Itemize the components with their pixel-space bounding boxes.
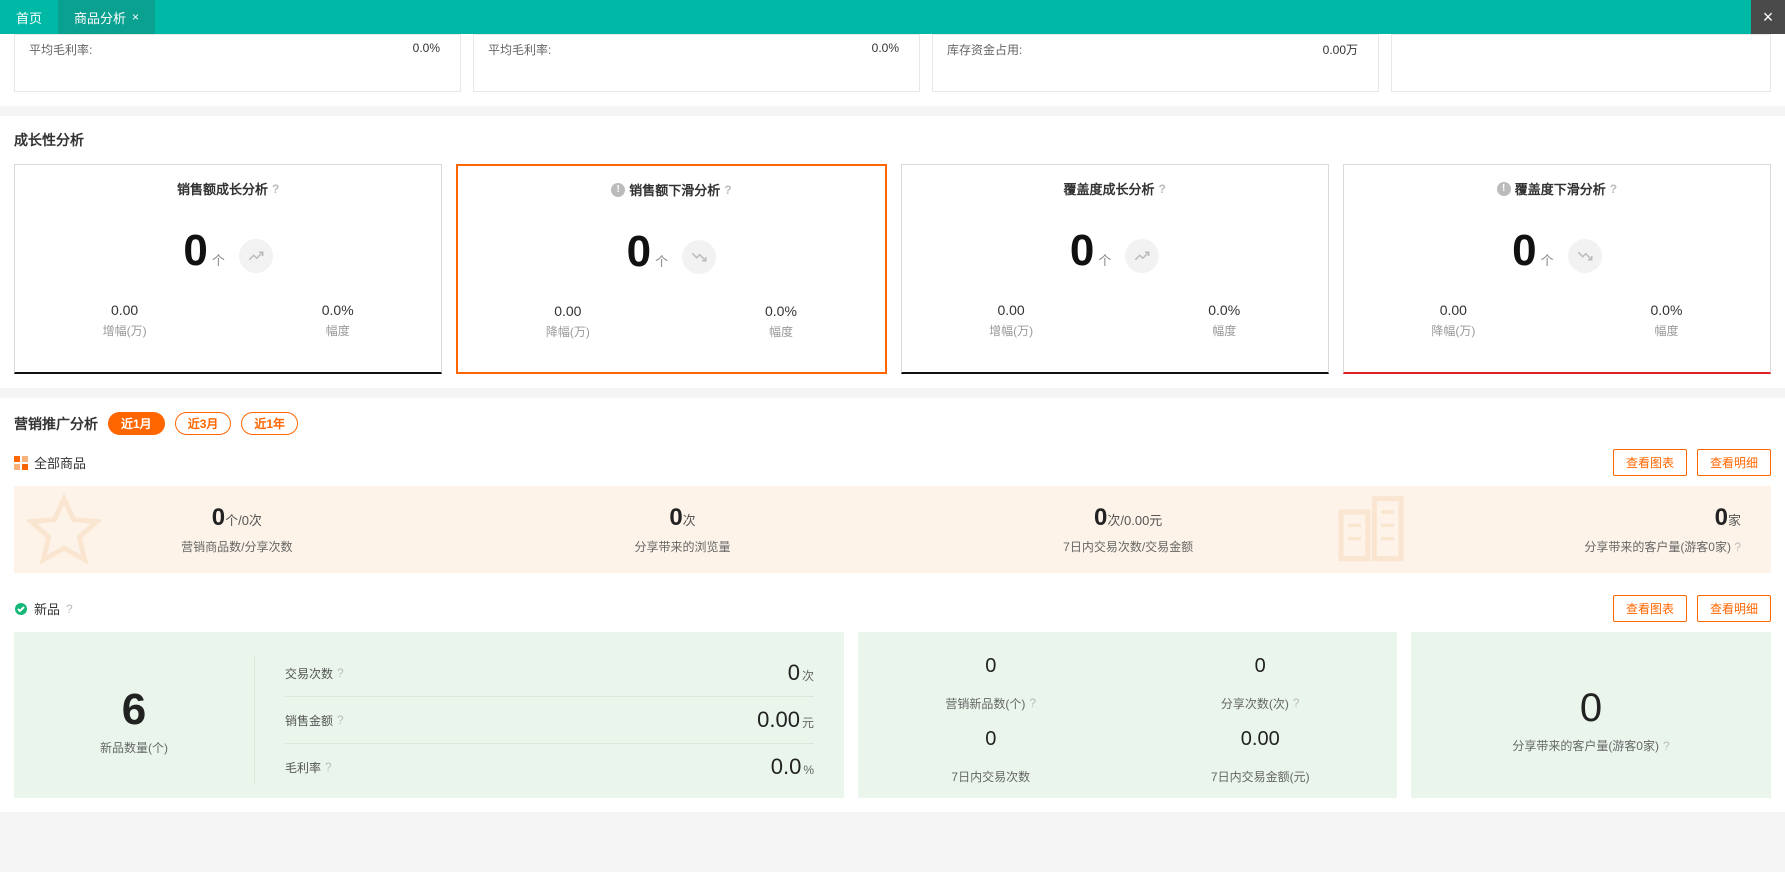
metric-label: 平均毛利率:: [488, 41, 551, 58]
new-panel-2: 0 营销新品数(个)? 0 7日内交易次数 0 分享次数(次)? 0.00 7日…: [858, 632, 1397, 798]
metric-label: 库存资金占用:: [947, 41, 1022, 58]
strip-cell: 0次 分享带来的浏览量: [460, 504, 906, 555]
all-products-label: 全部商品: [34, 453, 86, 472]
card-unit: 个: [1541, 250, 1554, 269]
all-products-header: 全部商品 查看图表 查看明细: [14, 449, 1771, 476]
period-chip-1y[interactable]: 近1年: [241, 412, 298, 435]
help-icon[interactable]: ?: [337, 666, 344, 680]
metric-value: 0.00万: [1323, 41, 1358, 58]
strip-cell: 0次/0.00元 7日内交易次数/交易金额: [905, 504, 1351, 555]
trend-up-icon: [239, 239, 273, 273]
share-customer-value: 0: [1580, 686, 1602, 731]
star-bg-icon: [24, 492, 104, 572]
top-card: 库存资金占用: 0.00万: [932, 34, 1379, 92]
all-products-strip: 0个/0次 营销商品数/分享次数 0次 分享带来的浏览量 0次/0.00元 7日…: [14, 486, 1771, 573]
new-products-label: 新品: [34, 599, 60, 618]
card-title: 覆盖度成长分析: [1063, 179, 1154, 198]
kv-row: 交易次数? 0次: [285, 650, 814, 697]
help-icon[interactable]: ?: [1734, 540, 1741, 554]
view-detail-button[interactable]: 查看明细: [1697, 595, 1771, 622]
share-customer-label: 分享带来的客户量(游客0家): [1512, 737, 1659, 754]
kv-row: 销售金额? 0.00元: [285, 697, 814, 744]
help-icon[interactable]: ?: [1158, 182, 1165, 196]
growth-section: 成长性分析 销售额成长分析? 0 个 0.00增幅(万) 0.0%幅度 ! 销售额…: [0, 116, 1785, 388]
help-icon[interactable]: ?: [325, 760, 332, 774]
warning-icon: !: [1497, 182, 1511, 196]
card-big-value: 0: [627, 227, 651, 277]
new-panel-3: 0 分享带来的客户量(游客0家)?: [1411, 632, 1771, 798]
new-icon: [14, 602, 28, 616]
view-detail-button[interactable]: 查看明细: [1697, 449, 1771, 476]
tab-product-analysis[interactable]: 商品分析×: [58, 0, 155, 34]
top-metric-row: 平均毛利率: 0.0% 平均毛利率: 0.0% 库存资金占用: 0.00万: [0, 34, 1785, 106]
view-chart-button[interactable]: 查看图表: [1613, 449, 1687, 476]
card-big-value: 0: [1070, 226, 1094, 276]
metric-value: 0.0%: [872, 41, 899, 55]
growth-card-coverage-up[interactable]: 覆盖度成长分析? 0 个 0.00增幅(万) 0.0%幅度: [901, 164, 1329, 374]
strip-cell: 0家 分享带来的客户量(游客0家) ?: [1351, 504, 1771, 555]
section-title: 营销推广分析 近1月 近3月 近1年: [14, 412, 1771, 435]
card-big-value: 0: [1512, 226, 1536, 276]
view-chart-button[interactable]: 查看图表: [1613, 595, 1687, 622]
growth-card-row: 销售额成长分析? 0 个 0.00增幅(万) 0.0%幅度 !销售额下滑分析? …: [14, 164, 1771, 374]
help-icon[interactable]: ?: [1293, 696, 1300, 710]
growth-card-coverage-down[interactable]: !覆盖度下滑分析? 0 个 0.00降幅(万) 0.0%幅度: [1343, 164, 1771, 374]
grid-icon: [14, 456, 28, 470]
section-title: 成长性分析: [14, 130, 1771, 150]
growth-card-sales-up[interactable]: 销售额成长分析? 0 个 0.00增幅(万) 0.0%幅度: [14, 164, 442, 374]
tab-bar: 首页 商品分析× ×: [0, 0, 1785, 34]
card-title: 销售额成长分析: [177, 179, 268, 198]
help-icon[interactable]: ?: [272, 182, 279, 196]
building-bg-icon: [1331, 492, 1411, 572]
card-unit: 个: [1098, 250, 1111, 269]
trend-down-icon: [682, 240, 716, 274]
help-icon[interactable]: ?: [66, 602, 73, 616]
card-unit: 个: [655, 251, 668, 270]
help-icon[interactable]: ?: [337, 713, 344, 727]
top-card: [1391, 34, 1771, 92]
warning-icon: !: [611, 183, 625, 197]
card-unit: 个: [212, 250, 225, 269]
new-products-header: 新品 ? 查看图表 查看明细: [14, 595, 1771, 622]
new-count-label: 新品数量(个): [100, 739, 168, 756]
top-card: 平均毛利率: 0.0%: [473, 34, 920, 92]
growth-card-sales-down[interactable]: !销售额下滑分析? 0 个 0.00降幅(万) 0.0%幅度: [456, 164, 886, 374]
metric-label: 平均毛利率:: [29, 41, 92, 58]
close-all-icon[interactable]: ×: [1751, 0, 1785, 34]
close-icon[interactable]: ×: [132, 10, 139, 24]
tab-home[interactable]: 首页: [0, 0, 58, 34]
card-title: 销售额下滑分析: [629, 180, 720, 199]
help-icon[interactable]: ?: [724, 183, 731, 197]
new-products-block: 6 新品数量(个) 交易次数? 0次 销售金额? 0.00元 毛利率? 0.0%: [14, 632, 1771, 798]
trend-down-icon: [1568, 239, 1602, 273]
help-icon[interactable]: ?: [1029, 696, 1036, 710]
card-big-value: 0: [183, 226, 207, 276]
kv-row: 毛利率? 0.0%: [285, 744, 814, 790]
top-card: 平均毛利率: 0.0%: [14, 34, 461, 92]
metric-value: 0.0%: [413, 41, 440, 55]
promo-section: 营销推广分析 近1月 近3月 近1年 全部商品 查看图表 查看明细 0个/0次 …: [0, 398, 1785, 812]
trend-up-icon: [1125, 239, 1159, 273]
period-chip-3m[interactable]: 近3月: [175, 412, 232, 435]
help-icon[interactable]: ?: [1610, 182, 1617, 196]
card-title: 覆盖度下滑分析: [1515, 179, 1606, 198]
section-title-text: 营销推广分析: [14, 414, 98, 434]
help-icon[interactable]: ?: [1663, 739, 1670, 753]
new-panel-1: 6 新品数量(个) 交易次数? 0次 销售金额? 0.00元 毛利率? 0.0%: [14, 632, 844, 798]
period-chip-1m[interactable]: 近1月: [108, 412, 165, 435]
new-count-value: 6: [122, 685, 146, 735]
